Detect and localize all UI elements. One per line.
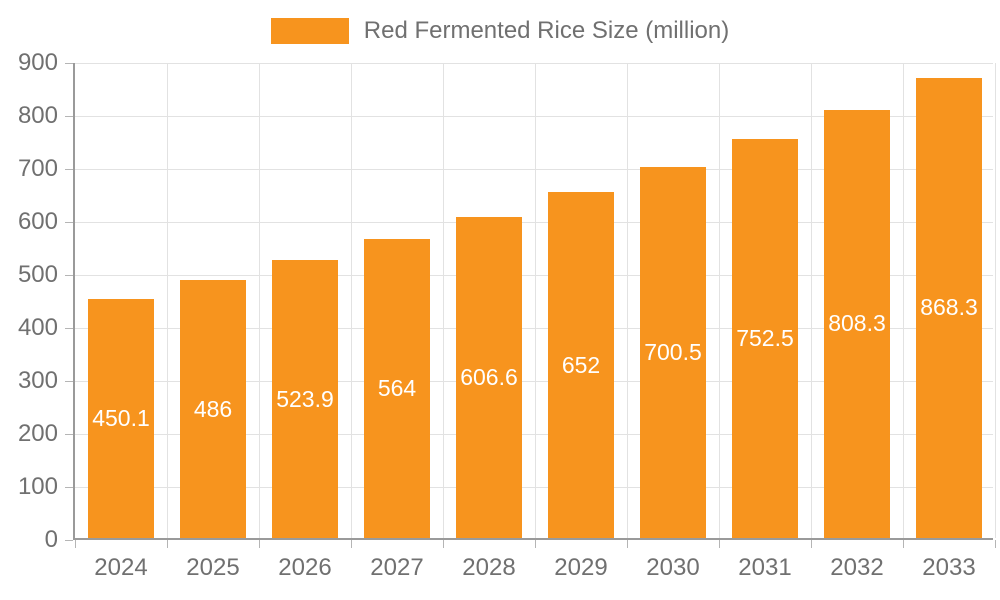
x-axis-label-2026: 2026	[278, 554, 332, 581]
x-axis-tick	[626, 540, 628, 548]
y-gridline	[75, 274, 993, 276]
x-axis-tick	[350, 540, 352, 548]
y-axis-tick	[65, 115, 73, 117]
x-gridline	[810, 63, 812, 538]
y-axis-tick	[65, 62, 73, 64]
x-gridline	[718, 63, 720, 538]
x-axis-tick	[442, 540, 444, 548]
y-gridline	[75, 62, 993, 64]
x-axis-tick	[902, 540, 904, 548]
bar-2033[interactable]: 868.3	[916, 77, 982, 538]
bar-value-label: 606.6	[460, 363, 518, 390]
x-gridline	[442, 63, 444, 538]
legend-swatch-icon	[270, 18, 349, 44]
y-axis-tick	[65, 539, 73, 541]
x-axis-label-2025: 2025	[186, 554, 240, 581]
y-axis-label: 200	[17, 420, 58, 447]
bar-2024[interactable]: 450.1	[88, 299, 154, 538]
y-gridline	[75, 115, 993, 117]
y-gridline	[75, 486, 993, 488]
bar-value-label: 523.9	[276, 385, 334, 412]
x-axis-tick	[166, 540, 168, 548]
legend-label: Red Fermented Rice Size (million)	[363, 17, 730, 44]
x-axis-tick	[994, 540, 996, 548]
y-axis-tick	[65, 327, 73, 329]
bar-2028[interactable]: 606.6	[456, 216, 522, 538]
y-gridline	[75, 380, 993, 382]
y-axis-label: 700	[17, 155, 58, 182]
x-axis-label-2028: 2028	[462, 554, 516, 581]
x-gridline	[534, 63, 536, 538]
y-gridline	[75, 327, 993, 329]
bar-value-label: 808.3	[828, 310, 886, 337]
bar-2025[interactable]: 486	[180, 280, 246, 538]
x-axis-label-2031: 2031	[738, 554, 792, 581]
x-axis-label-2024: 2024	[94, 554, 148, 581]
x-axis-tick	[258, 540, 260, 548]
x-axis-label-2027: 2027	[370, 554, 424, 581]
y-axis-label: 600	[17, 208, 58, 235]
y-axis-tick	[65, 274, 73, 276]
y-gridline	[75, 221, 993, 223]
y-gridline	[75, 168, 993, 170]
x-axis-tick	[718, 540, 720, 548]
x-gridline	[258, 63, 260, 538]
y-axis-label: 500	[17, 261, 58, 288]
bar-2031[interactable]: 752.5	[732, 139, 798, 538]
bar-2027[interactable]: 564	[364, 239, 430, 538]
x-axis-tick	[74, 540, 76, 548]
bar-2030[interactable]: 700.5	[640, 166, 706, 538]
y-gridline	[75, 433, 993, 435]
bar-value-label: 652	[561, 351, 601, 378]
bar-2029[interactable]: 652	[548, 192, 614, 538]
bar-value-label: 450.1	[92, 405, 150, 432]
x-axis-label-2033: 2033	[922, 554, 976, 581]
y-axis-label: 400	[17, 314, 58, 341]
y-axis-tick	[65, 433, 73, 435]
y-axis-tick	[65, 380, 73, 382]
y-axis-label: 0	[44, 526, 58, 553]
x-axis-tick	[810, 540, 812, 548]
x-gridline	[902, 63, 904, 538]
y-axis-tick	[65, 486, 73, 488]
bar-value-label: 700.5	[644, 338, 702, 365]
x-gridline	[166, 63, 168, 538]
x-axis-tick	[534, 540, 536, 548]
y-axis-label: 900	[17, 49, 58, 76]
bar-value-label: 564	[377, 375, 417, 402]
y-axis-label: 800	[17, 102, 58, 129]
bar-value-label: 752.5	[736, 325, 794, 352]
x-axis-label-2030: 2030	[646, 554, 700, 581]
x-axis-label-2032: 2032	[830, 554, 884, 581]
y-axis-label: 300	[17, 367, 58, 394]
bar-value-label: 486	[193, 395, 233, 422]
x-gridline	[350, 63, 352, 538]
x-gridline	[994, 63, 996, 538]
bar-2026[interactable]: 523.9	[272, 260, 338, 538]
bar-value-label: 868.3	[920, 294, 978, 321]
y-axis-label: 100	[17, 473, 58, 500]
bar-2032[interactable]: 808.3	[824, 109, 890, 538]
plot-area: 0 100 200 300 400 500 600 700 800 900 450.1 2024 486…	[18, 49, 996, 581]
legend-item[interactable]: Red Fermented Rice Size (million)	[0, 17, 1000, 45]
x-gridline	[626, 63, 628, 538]
y-axis-tick	[65, 168, 73, 170]
x-axis-label-2029: 2029	[554, 554, 608, 581]
y-axis-tick	[65, 221, 73, 223]
